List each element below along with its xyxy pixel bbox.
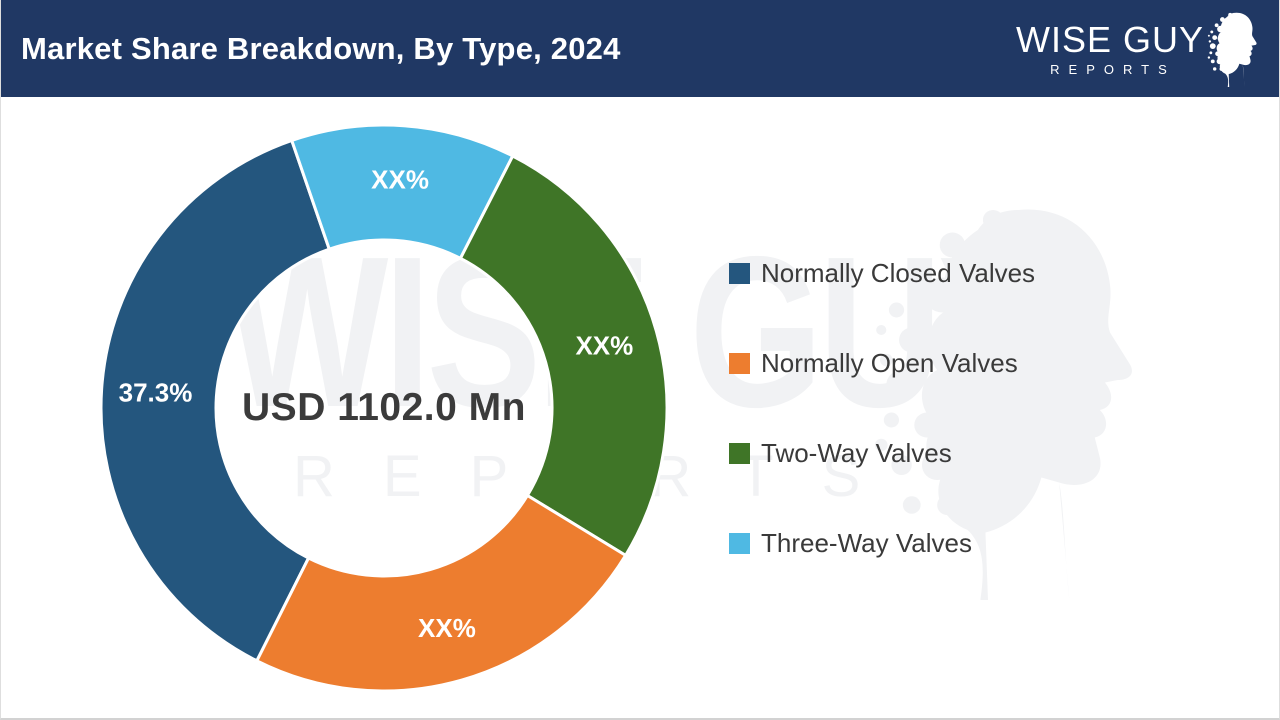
legend-label: Three-Way Valves [761,527,972,558]
slice-percent-label: XX% [371,165,429,195]
legend: Normally Closed Valves Normally Open Valv… [729,257,1036,558]
watermark-face-icon [874,209,1132,600]
legend-swatch [729,262,750,284]
legend-label: Two-Way Valves [761,437,952,468]
slice-percent-label: 37.3% [119,378,193,408]
brand-logo-line2: REPORTS [1050,61,1176,77]
donut-slice-normally-open-valves [255,493,628,693]
brand-logo-text: WISE GUY REPORTS [1015,18,1204,77]
legend-swatch [729,352,750,374]
donut-slice-two-way-valves [458,154,669,557]
brand-logo-line1: WISE GUY [1015,18,1204,60]
legend-label: Normally Open Valves [761,347,1018,378]
page-title: Market Share Breakdown, By Type, 2024 [21,30,621,66]
slice-percent-label: XX% [575,331,633,361]
slice-percent-label: XX% [418,613,476,643]
legend-item: Three-Way Valves [729,527,1035,558]
donut-slice-normally-closed-valves [99,138,331,663]
legend-item: Two-Way Valves [729,437,1035,468]
legend-swatch [729,442,750,464]
brand-face-icon [1207,12,1257,87]
header-bar: Market Share Breakdown, By Type, 2024 WI… [1,0,1279,97]
donut-chart: 37.3% XX% XX% XX% [99,123,669,693]
brand-logo: WISE GUY REPORTS [1015,12,1264,87]
chart-center-value: USD 1102.0 Mn [242,386,526,429]
legend-swatch [729,532,750,554]
legend-label: Normally Closed Valves [761,257,1036,288]
legend-item: Normally Open Valves [729,347,1035,378]
legend-item: Normally Closed Valves [729,257,1036,288]
